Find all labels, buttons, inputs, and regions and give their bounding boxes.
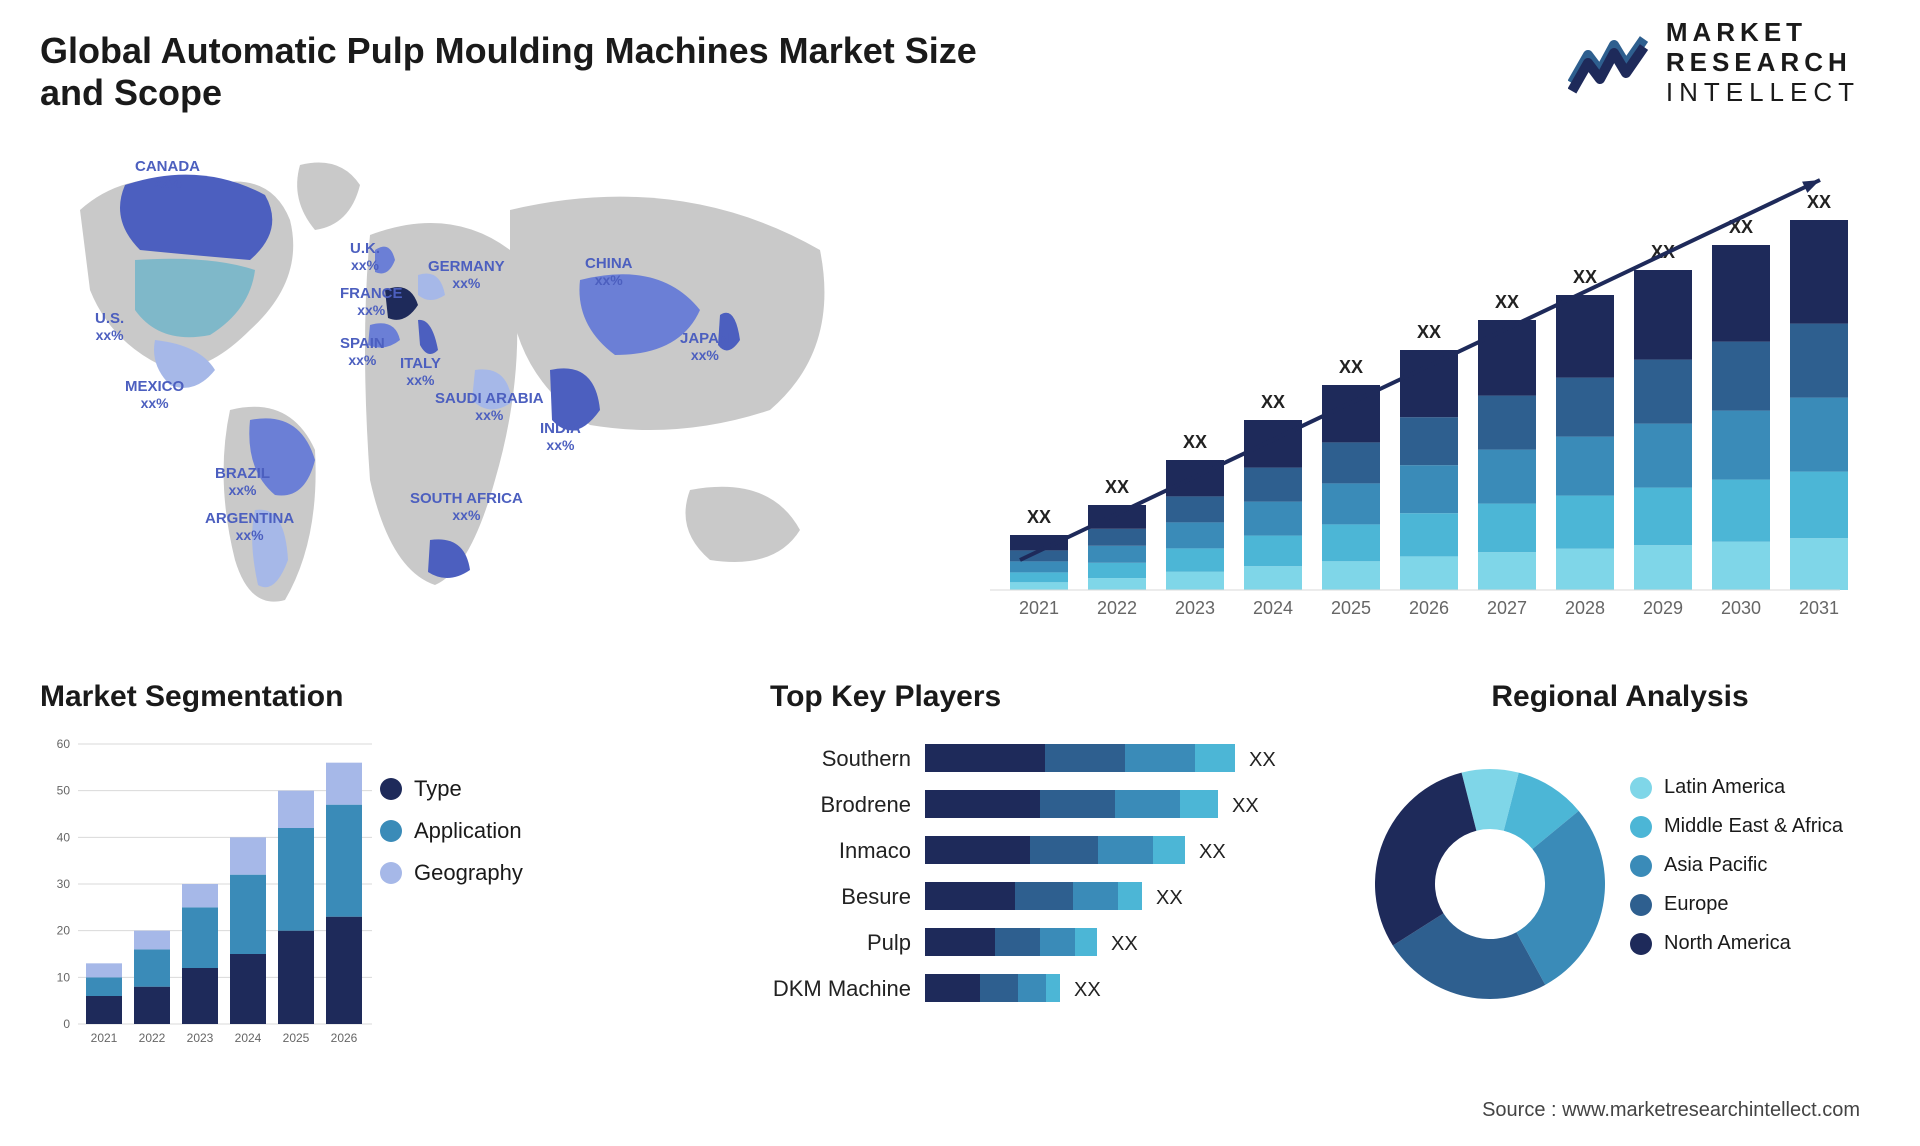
svg-text:XX: XX: [1027, 507, 1051, 527]
svg-text:XX: XX: [1232, 795, 1259, 817]
map-label-japan: JAPANxx%: [680, 330, 730, 363]
page-title: Global Automatic Pulp Moulding Machines …: [40, 30, 1040, 114]
brand-line2: RESEARCH: [1666, 48, 1860, 78]
svg-text:Brodrene: Brodrene: [820, 792, 911, 817]
map-label-germany: GERMANYxx%: [428, 258, 505, 291]
svg-text:XX: XX: [1111, 933, 1138, 955]
regional-legend-item: Asia Pacific: [1630, 854, 1843, 877]
brand-line3: INTELLECT: [1666, 78, 1860, 108]
svg-text:20: 20: [57, 924, 71, 938]
svg-text:XX: XX: [1495, 292, 1519, 312]
svg-text:50: 50: [57, 784, 71, 798]
svg-text:Inmaco: Inmaco: [839, 838, 911, 863]
svg-text:60: 60: [57, 737, 71, 751]
brand-logo: MARKET RESEARCH INTELLECT: [1568, 18, 1860, 108]
svg-text:Southern: Southern: [822, 746, 911, 771]
svg-text:2026: 2026: [1409, 598, 1449, 618]
brand-line1: MARKET: [1666, 18, 1860, 48]
map-label-canada: CANADAxx%: [135, 158, 200, 191]
map-label-argentina: ARGENTINAxx%: [205, 510, 294, 543]
svg-text:Pulp: Pulp: [867, 930, 911, 955]
svg-text:2022: 2022: [1097, 598, 1137, 618]
svg-text:2023: 2023: [187, 1031, 214, 1045]
svg-text:30: 30: [57, 877, 71, 891]
map-label-china: CHINAxx%: [585, 255, 633, 288]
svg-text:2028: 2028: [1565, 598, 1605, 618]
svg-text:XX: XX: [1339, 357, 1363, 377]
brand-mark-icon: [1568, 31, 1652, 95]
regional-legend: Latin America Middle East & Africa Asia Pa…: [1630, 760, 1843, 971]
svg-text:XX: XX: [1199, 841, 1226, 863]
svg-text:2024: 2024: [1253, 598, 1293, 618]
top-key-players-section: Top Key Players Southern XX Brodrene XX Inma…: [770, 680, 1330, 1059]
map-label-brazil: BRAZILxx%: [215, 465, 270, 498]
svg-text:2030: 2030: [1721, 598, 1761, 618]
map-label-france: FRANCExx%: [340, 285, 403, 318]
map-label-south-africa: SOUTH AFRICAxx%: [410, 490, 523, 523]
market-growth-chart: XX 2021 XX 2022 XX 2023 XX 2024 XX 2025 XX 2026 XX 20…: [980, 150, 1850, 645]
segmentation-legend-item: Type: [380, 776, 523, 802]
regional-legend-item: Latin America: [1630, 776, 1843, 799]
svg-text:XX: XX: [1249, 749, 1276, 771]
svg-text:XX: XX: [1074, 979, 1101, 1001]
map-label-italy: ITALYxx%: [400, 355, 441, 388]
svg-text:XX: XX: [1573, 267, 1597, 287]
map-label-mexico: MEXICOxx%: [125, 378, 184, 411]
svg-text:2025: 2025: [1331, 598, 1371, 618]
segmentation-legend-item: Application: [380, 818, 523, 844]
source-text: Source : www.marketresearchintellect.com: [1482, 1099, 1860, 1122]
svg-text:2023: 2023: [1175, 598, 1215, 618]
players-title: Top Key Players: [770, 680, 1330, 714]
segmentation-legend: Type Application Geography: [380, 760, 523, 902]
map-label-u-k-: U.K.xx%: [350, 240, 380, 273]
map-label-spain: SPAINxx%: [340, 335, 385, 368]
svg-text:2024: 2024: [235, 1031, 262, 1045]
svg-text:0: 0: [63, 1017, 70, 1031]
svg-text:XX: XX: [1417, 322, 1441, 342]
map-label-india: INDIAxx%: [540, 420, 581, 453]
svg-text:XX: XX: [1156, 887, 1183, 909]
svg-text:2027: 2027: [1487, 598, 1527, 618]
world-map: CANADAxx% U.S.xx% MEXICOxx% BRAZILxx% ARGENT…: [40, 140, 920, 640]
regional-title: Regional Analysis: [1350, 680, 1890, 714]
segmentation-legend-item: Geography: [380, 860, 523, 886]
segmentation-title: Market Segmentation: [40, 680, 720, 714]
svg-text:2021: 2021: [1019, 598, 1059, 618]
svg-text:2029: 2029: [1643, 598, 1683, 618]
svg-text:2031: 2031: [1799, 598, 1839, 618]
map-label-u-s-: U.S.xx%: [95, 310, 124, 343]
svg-text:DKM Machine: DKM Machine: [773, 976, 911, 1001]
svg-text:2021: 2021: [91, 1031, 118, 1045]
svg-text:40: 40: [57, 830, 71, 844]
svg-text:2026: 2026: [331, 1031, 358, 1045]
svg-text:XX: XX: [1261, 392, 1285, 412]
svg-text:XX: XX: [1807, 192, 1831, 212]
svg-text:2022: 2022: [139, 1031, 166, 1045]
svg-text:2025: 2025: [283, 1031, 310, 1045]
regional-legend-item: Europe: [1630, 893, 1843, 916]
map-label-saudi-arabia: SAUDI ARABIAxx%: [435, 390, 544, 423]
svg-text:10: 10: [57, 970, 71, 984]
svg-text:XX: XX: [1105, 477, 1129, 497]
svg-text:XX: XX: [1183, 432, 1207, 452]
svg-text:Besure: Besure: [841, 884, 911, 909]
regional-legend-item: North America: [1630, 932, 1843, 955]
regional-legend-item: Middle East & Africa: [1630, 815, 1843, 838]
